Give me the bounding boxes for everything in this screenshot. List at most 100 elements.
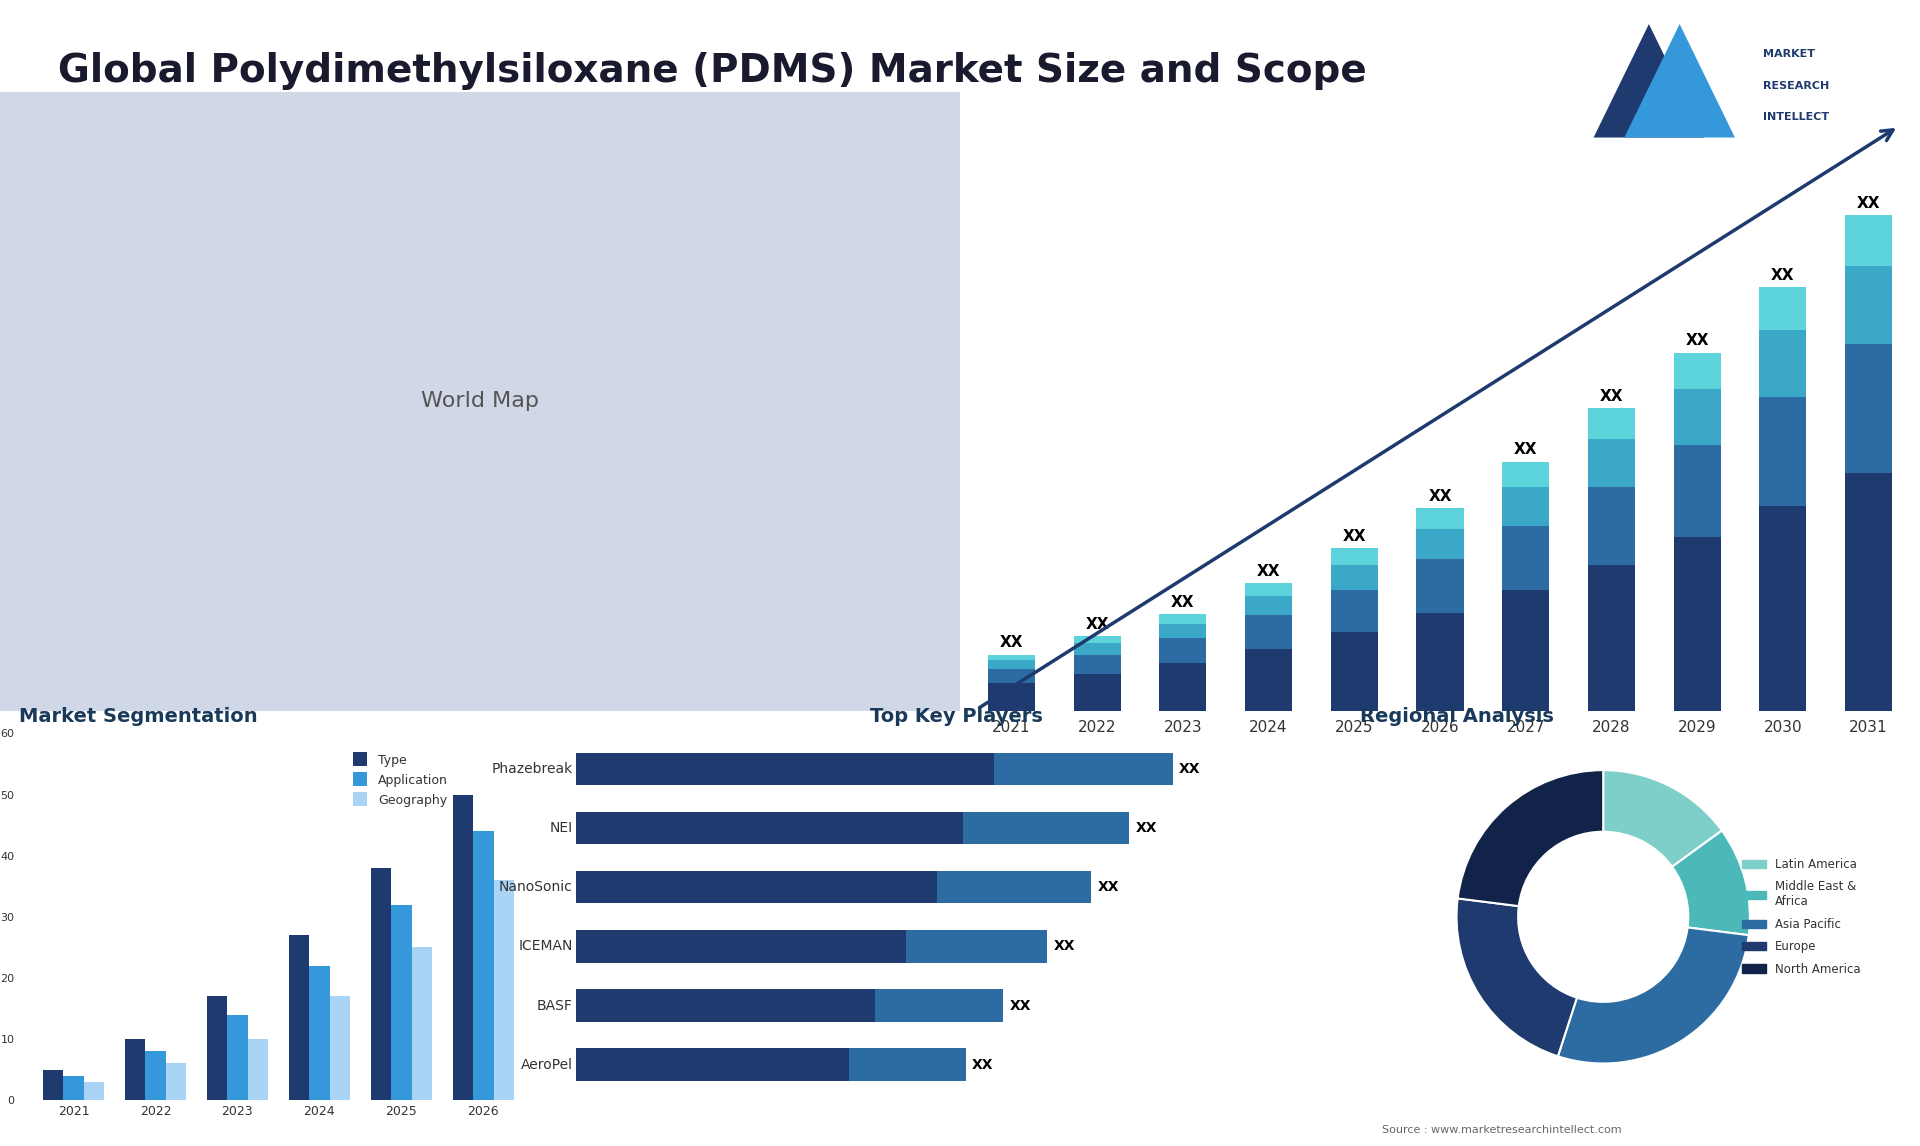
Text: XX: XX xyxy=(1686,333,1709,348)
Text: XX: XX xyxy=(1770,267,1795,283)
Bar xyxy=(493,880,515,1100)
Bar xyxy=(1160,623,1206,638)
Bar xyxy=(1160,638,1206,664)
Bar xyxy=(576,1049,966,1081)
Bar xyxy=(1501,590,1549,711)
Wedge shape xyxy=(1557,927,1749,1063)
Title: Top Key Players: Top Key Players xyxy=(870,707,1043,727)
Text: Source : www.marketresearchintellect.com: Source : www.marketresearchintellect.com xyxy=(1382,1124,1622,1135)
Bar xyxy=(1501,462,1549,487)
Bar xyxy=(411,948,432,1100)
Bar xyxy=(1674,537,1720,711)
Text: Phazebreak: Phazebreak xyxy=(492,762,572,776)
Text: XX: XX xyxy=(1085,618,1110,633)
Polygon shape xyxy=(1624,24,1736,138)
Bar xyxy=(1331,633,1379,711)
Polygon shape xyxy=(1594,24,1705,138)
Text: XX: XX xyxy=(1599,390,1622,405)
Text: Global Polydimethylsiloxane (PDMS) Market Size and Scope: Global Polydimethylsiloxane (PDMS) Marke… xyxy=(58,52,1367,89)
Bar xyxy=(1331,565,1379,590)
Bar xyxy=(1588,565,1636,711)
Text: XX: XX xyxy=(1171,595,1194,610)
Bar xyxy=(1244,596,1292,615)
Bar xyxy=(1674,388,1720,445)
Bar xyxy=(576,811,1129,845)
Bar xyxy=(1588,439,1636,487)
Bar xyxy=(1759,507,1807,711)
Bar xyxy=(989,654,1035,660)
Bar xyxy=(1674,353,1720,388)
Text: NEI: NEI xyxy=(549,821,572,835)
Bar xyxy=(1845,344,1891,473)
Text: XX: XX xyxy=(1515,442,1538,457)
Bar xyxy=(125,1039,146,1100)
Wedge shape xyxy=(1603,770,1722,866)
Bar xyxy=(1588,487,1636,565)
Bar xyxy=(1073,643,1121,654)
Text: RESEARCH: RESEARCH xyxy=(1763,81,1830,91)
Wedge shape xyxy=(1457,770,1603,906)
Bar xyxy=(1845,215,1891,266)
Bar xyxy=(576,871,1091,903)
Bar xyxy=(1845,473,1891,711)
Text: XX: XX xyxy=(1857,196,1880,211)
Legend: Latin America, Middle East &
Africa, Asia Pacific, Europe, North America: Latin America, Middle East & Africa, Asi… xyxy=(1738,853,1866,981)
Bar xyxy=(1244,583,1292,596)
Text: NanoSonic: NanoSonic xyxy=(499,880,572,894)
Text: Market Segmentation: Market Segmentation xyxy=(19,707,257,727)
Bar xyxy=(1073,654,1121,674)
Bar xyxy=(1073,636,1121,643)
Bar xyxy=(1588,408,1636,439)
Bar xyxy=(1759,286,1807,330)
Bar xyxy=(1160,664,1206,711)
Bar xyxy=(1417,559,1463,613)
Bar xyxy=(1417,508,1463,528)
Bar xyxy=(906,931,1046,963)
Text: XX: XX xyxy=(1428,488,1452,503)
Bar xyxy=(207,996,227,1100)
Bar xyxy=(989,668,1035,683)
Bar xyxy=(1759,398,1807,507)
Bar xyxy=(989,660,1035,668)
Text: XX: XX xyxy=(1054,940,1075,953)
Text: XX: XX xyxy=(1179,762,1200,776)
Bar xyxy=(1417,528,1463,559)
Text: XX: XX xyxy=(1135,821,1156,835)
Bar xyxy=(42,1069,63,1100)
Title: Regional Analysis: Regional Analysis xyxy=(1359,707,1553,727)
Text: XX: XX xyxy=(1000,635,1023,651)
Bar xyxy=(248,1039,269,1100)
Bar xyxy=(84,1082,104,1100)
Bar xyxy=(330,996,349,1100)
Bar xyxy=(876,989,1004,1022)
Wedge shape xyxy=(1672,831,1749,935)
Bar xyxy=(1845,266,1891,344)
Bar xyxy=(371,868,392,1100)
Bar xyxy=(1244,615,1292,649)
Wedge shape xyxy=(1457,898,1576,1057)
Bar xyxy=(472,831,493,1100)
Bar xyxy=(453,794,472,1100)
Bar xyxy=(1331,548,1379,565)
Bar xyxy=(1674,445,1720,537)
Text: MARKET: MARKET xyxy=(1763,49,1814,60)
Text: XX: XX xyxy=(972,1058,993,1072)
Text: XX: XX xyxy=(1258,564,1281,579)
Bar xyxy=(288,935,309,1100)
Bar xyxy=(1244,649,1292,711)
Bar xyxy=(576,753,1173,785)
Text: ICEMAN: ICEMAN xyxy=(518,940,572,953)
Bar xyxy=(576,989,1004,1022)
Bar xyxy=(1501,487,1549,526)
Bar xyxy=(63,1076,84,1100)
Text: XX: XX xyxy=(1098,880,1119,894)
Text: XX: XX xyxy=(1010,998,1031,1013)
Bar xyxy=(165,1063,186,1100)
Bar xyxy=(309,966,330,1100)
Bar xyxy=(576,931,1046,963)
Text: AeroPel: AeroPel xyxy=(520,1058,572,1072)
Bar xyxy=(849,1049,966,1081)
Bar xyxy=(1073,674,1121,711)
Legend: Type, Application, Geography: Type, Application, Geography xyxy=(348,747,455,813)
Text: INTELLECT: INTELLECT xyxy=(1763,112,1828,123)
